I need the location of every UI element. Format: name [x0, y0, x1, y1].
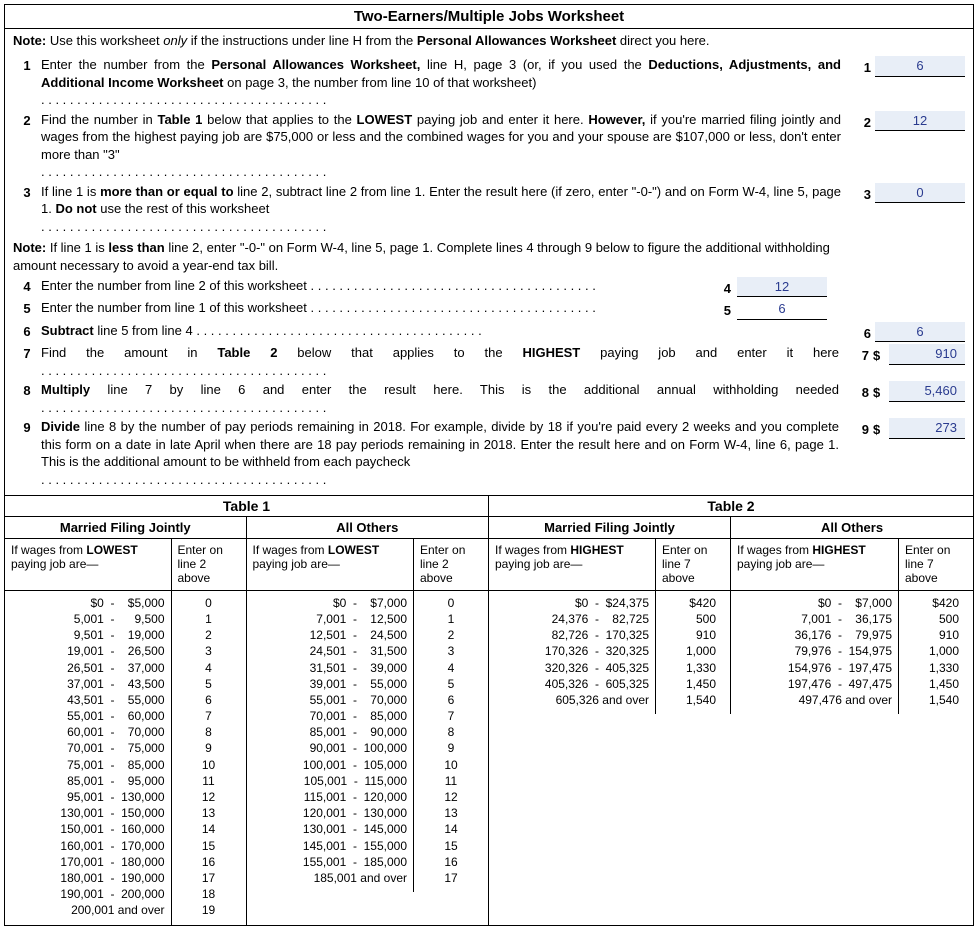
right-num: 1 [853, 59, 871, 77]
line5-value[interactable]: 6 [737, 299, 827, 320]
t1-mfj-vals: 0 1 2 3 4 5 6 7 8 9 10 11 12 13 14 15 16… [172, 591, 246, 925]
line-text: If line 1 is more than or equal to line … [41, 183, 847, 236]
line-number: 5 [13, 299, 41, 318]
line8-value[interactable]: 5,460 [889, 381, 965, 402]
line-number: 6 [13, 322, 41, 341]
line-text: Divide line 8 by the number of pay perio… [41, 418, 845, 488]
table1-ao: All Others If wages from LOWEST paying j… [247, 517, 489, 925]
col-head-range: If wages from HIGHEST paying job are— [731, 539, 899, 590]
right-num: 4 [713, 280, 731, 298]
line-7: 7 Find the amount in Table 2 below that … [13, 344, 965, 379]
table1-title: Table 1 [5, 496, 488, 517]
line-5: 5 Enter the number from line 1 of this w… [13, 299, 965, 320]
t1-mfj-ranges: $0 - $5,000 5,001 - 9,500 9,501 - 19,000… [5, 591, 172, 925]
col-head-enter: Enter on line 7 above [899, 539, 973, 590]
line-text: Subtract line 5 from line 4 [41, 322, 847, 340]
line3-value[interactable]: 0 [875, 183, 965, 204]
right-num: 7 [851, 347, 869, 365]
right-num: 3 [853, 186, 871, 204]
mfj-title: Married Filing Jointly [5, 517, 246, 539]
table-1: Table 1 Married Filing Jointly If wages … [5, 496, 489, 925]
table1-mfj: Married Filing Jointly If wages from LOW… [5, 517, 247, 925]
t2-mfj-vals: $420 500 910 1,000 1,330 1,450 1,540 [656, 591, 730, 714]
line-number: 3 [13, 183, 41, 202]
table-2: Table 2 Married Filing Jointly If wages … [489, 496, 973, 925]
worksheet-title: Two-Earners/Multiple Jobs Worksheet [5, 5, 973, 29]
line-number: 8 [13, 381, 41, 400]
worksheet: Two-Earners/Multiple Jobs Worksheet Note… [4, 4, 974, 926]
tables-section: Table 1 Married Filing Jointly If wages … [5, 495, 973, 925]
col-head-enter: Enter on line 7 above [656, 539, 730, 590]
line9-value[interactable]: 273 [889, 418, 965, 439]
t2-ao-ranges: $0 - $7,000 7,001 - 36,175 36,176 - 79,9… [731, 591, 899, 714]
line7-value[interactable]: 910 [889, 344, 965, 365]
line4-value[interactable]: 12 [737, 277, 827, 298]
line1-value[interactable]: 6 [875, 56, 965, 77]
dollar-sign: $ [873, 421, 885, 439]
table2-title: Table 2 [489, 496, 973, 517]
line-number: 7 [13, 344, 41, 363]
col-head-range: If wages from LOWEST paying job are— [247, 539, 415, 590]
right-num: 5 [713, 302, 731, 320]
line-8: 8 Multiply line 7 by line 6 and enter th… [13, 381, 965, 416]
col-head-range: If wages from LOWEST paying job are— [5, 539, 172, 590]
col-head-enter: Enter on line 2 above [414, 539, 488, 590]
note-label: Note: [13, 240, 46, 255]
line-number: 1 [13, 56, 41, 75]
note-label: Note: [13, 33, 46, 48]
lines-section: 1 Enter the number from the Personal All… [5, 52, 973, 495]
line-6: 6 Subtract line 5 from line 4 6 6 [13, 322, 965, 343]
t1-ao-ranges: $0 - $7,000 7,001 - 12,500 12,501 - 24,5… [247, 591, 415, 892]
right-num: 6 [853, 325, 871, 343]
col-head-range: If wages from HIGHEST paying job are— [489, 539, 656, 590]
line6-value[interactable]: 6 [875, 322, 965, 343]
line-text: Find the amount in Table 2 below that ap… [41, 344, 845, 379]
ao-title: All Others [247, 517, 489, 539]
line-2: 2 Find the number in Table 1 below that … [13, 111, 965, 181]
line-text: Enter the number from line 2 of this wor… [41, 277, 707, 295]
table2-ao: All Others If wages from HIGHEST paying … [731, 517, 973, 714]
line-3: 3 If line 1 is more than or equal to lin… [13, 183, 965, 236]
mid-note: Note: If line 1 is less than line 2, ent… [13, 239, 965, 274]
line-number: 9 [13, 418, 41, 437]
top-note: Note: Use this worksheet only if the ins… [5, 29, 973, 52]
line-text: Enter the number from the Personal Allow… [41, 56, 847, 109]
line-text: Find the number in Table 1 below that ap… [41, 111, 847, 181]
line-number: 4 [13, 277, 41, 296]
t2-mfj-ranges: $0 - $24,375 24,376 - 82,725 82,726 - 17… [489, 591, 656, 714]
line2-value[interactable]: 12 [875, 111, 965, 132]
line-text: Enter the number from line 1 of this wor… [41, 299, 707, 317]
right-num: 8 [851, 384, 869, 402]
ao-title: All Others [731, 517, 973, 539]
right-num: 9 [851, 421, 869, 439]
line-1: 1 Enter the number from the Personal All… [13, 56, 965, 109]
line-text: Multiply line 7 by line 6 and enter the … [41, 381, 845, 416]
line-4: 4 Enter the number from line 2 of this w… [13, 277, 965, 298]
dollar-sign: $ [873, 384, 885, 402]
table2-mfj: Married Filing Jointly If wages from HIG… [489, 517, 731, 714]
col-head-enter: Enter on line 2 above [172, 539, 246, 590]
t2-ao-vals: $420 500 910 1,000 1,330 1,450 1,540 [899, 591, 973, 714]
mfj-title: Married Filing Jointly [489, 517, 730, 539]
line-number: 2 [13, 111, 41, 130]
t1-ao-vals: 0 1 2 3 4 5 6 7 8 9 10 11 12 13 14 15 16… [414, 591, 488, 892]
dollar-sign: $ [873, 347, 885, 365]
right-num: 2 [853, 114, 871, 132]
line-9: 9 Divide line 8 by the number of pay per… [13, 418, 965, 488]
